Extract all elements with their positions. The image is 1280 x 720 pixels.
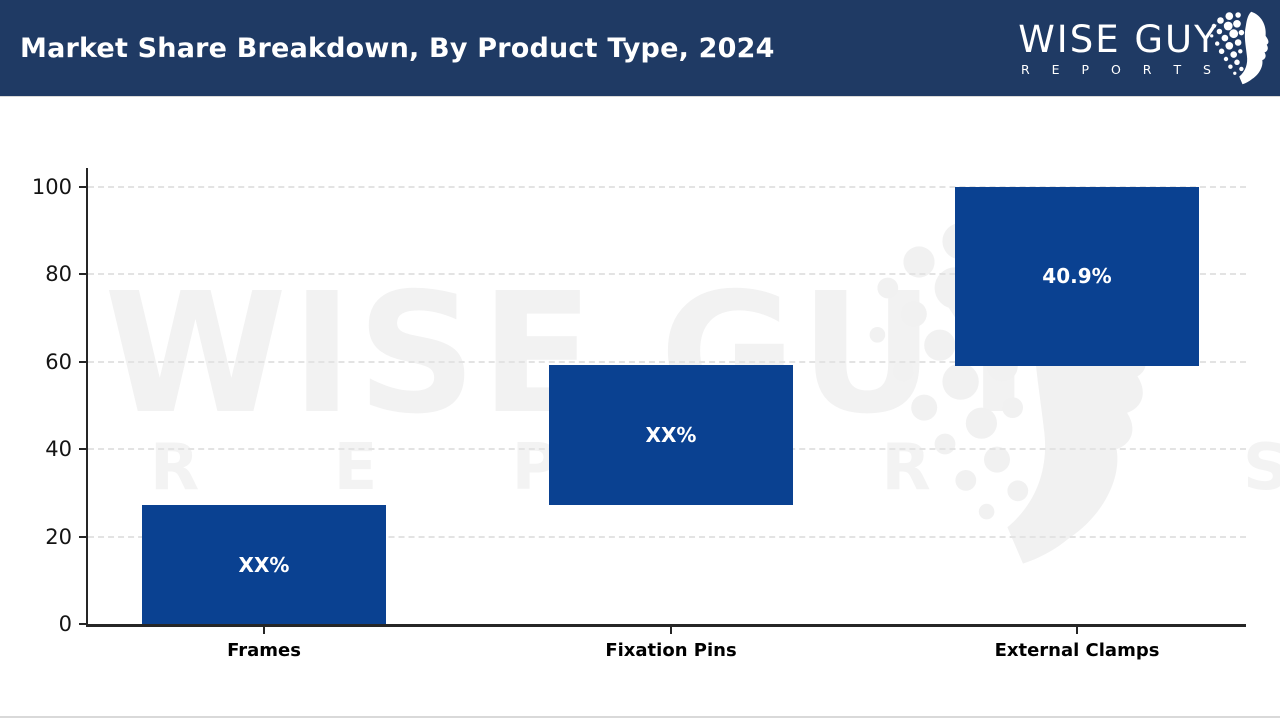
x-category-label-frames: Frames [227,640,301,661]
gridline-y-80 [88,273,1246,276]
x-tick-mark-fixation-pins [670,627,672,634]
y-tick-mark [79,448,86,451]
y-tick-label: 80 [45,262,72,287]
y-tick-label: 40 [45,437,72,462]
page-title: Market Share Breakdown, By Product Type,… [20,32,775,64]
y-tick-label: 100 [31,175,72,199]
logo-wordmark: WISE GUY [1018,18,1219,61]
bar-frames [142,505,386,624]
x-tick-mark-frames [263,627,265,634]
brand-logo: WISE GUY R E P O R T S [1017,0,1270,96]
bar-external-clamps [955,187,1199,366]
y-tick-mark [79,186,86,188]
x-axis-line [86,624,1246,627]
bar-value-label-fixation-pins: XX% [645,423,697,448]
y-axis-line [86,168,88,624]
x-category-label-fixation-pins: Fixation Pins [605,640,737,661]
header: Market Share Breakdown, By Product Type,… [0,0,1280,97]
logo-dot-face-icon [1210,11,1269,85]
x-category-label-external-clamps: External Clamps [994,640,1160,661]
logo-wordmark-block: WISE GUY R E P O R T S [1017,21,1220,77]
x-tick-mark-external-clamps [1076,627,1078,634]
y-tick-label: 60 [45,349,72,374]
y-tick-mark [79,535,86,538]
y-tick-mark [79,623,86,625]
y-tick-label: 0 [58,612,72,636]
y-tick-label: 20 [45,524,72,549]
bar-value-label-frames: XX% [238,552,290,577]
gridline-y-20 [88,535,1246,538]
gridline-y-60 [88,360,1246,363]
gridline-y-100 [88,186,1246,188]
bar-fixation-pins [549,365,793,506]
y-tick-mark [79,360,86,363]
logo-subtext: R E P O R T S [1020,62,1220,77]
bar-value-label-external-clamps: 40.9% [1042,264,1112,289]
bottom-divider [0,716,1280,718]
y-tick-mark [79,273,86,276]
